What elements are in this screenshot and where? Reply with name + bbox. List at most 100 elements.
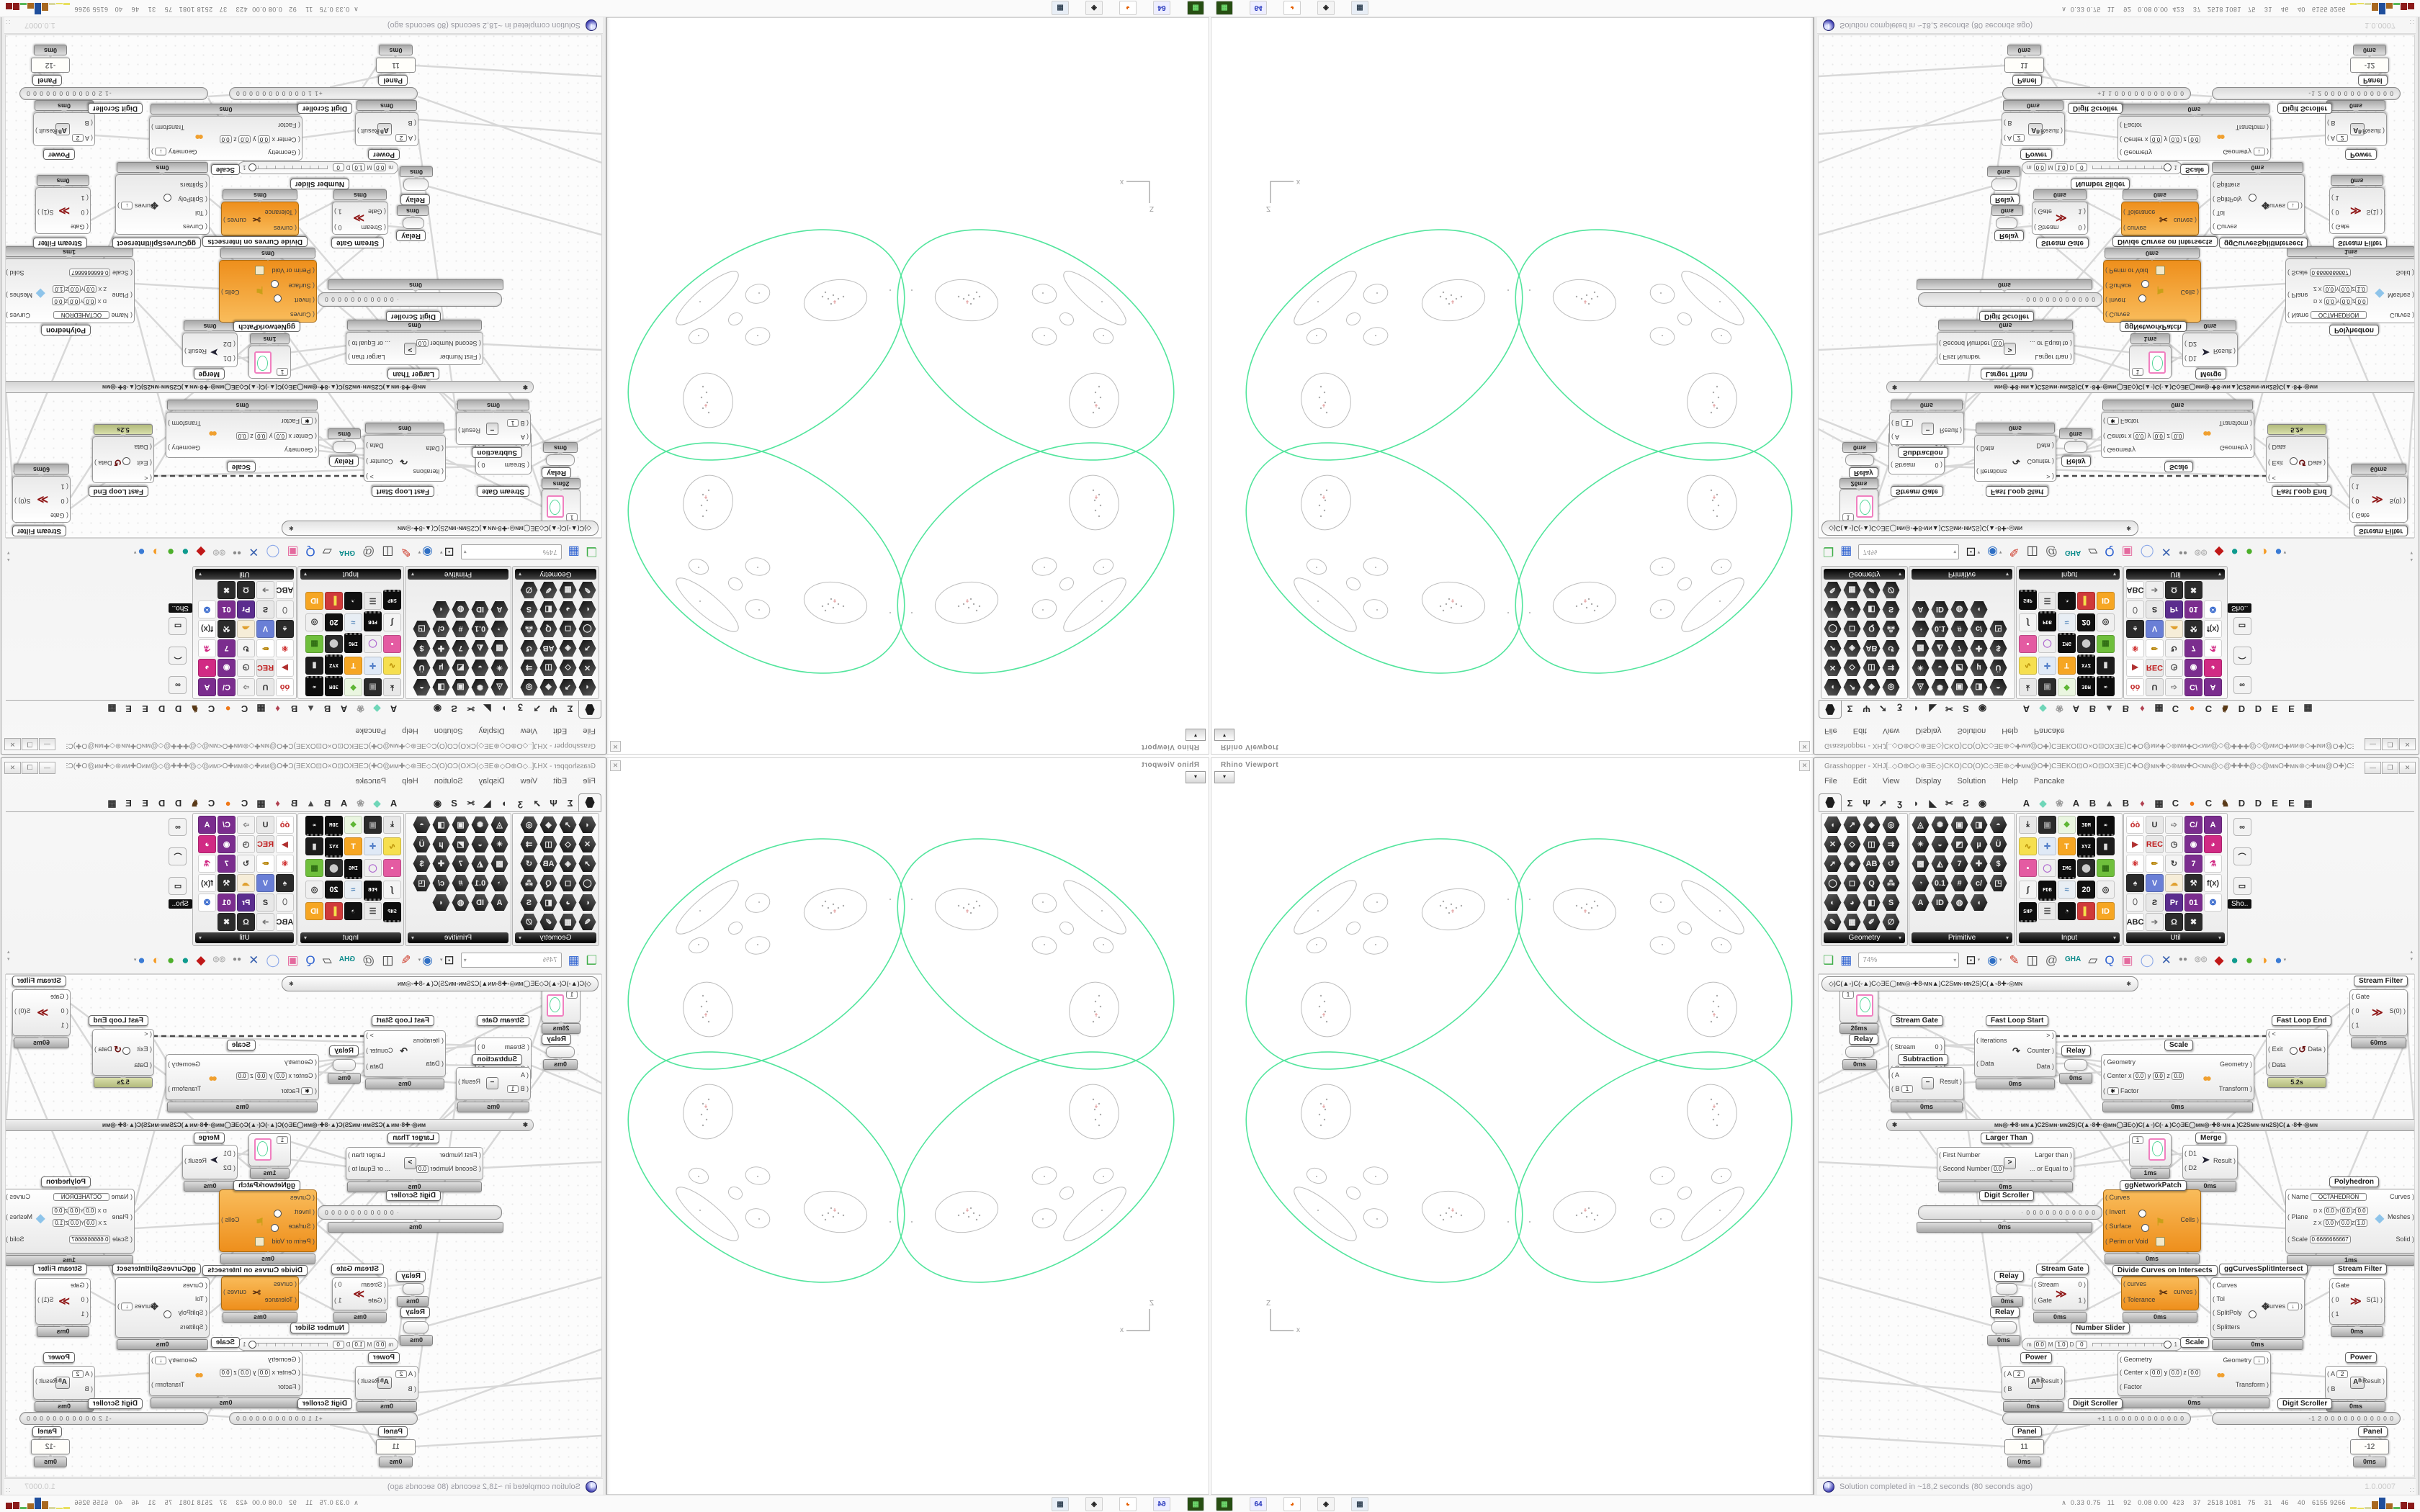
param-icon[interactable]: ◓ — [1989, 678, 2007, 696]
param-icon[interactable]: Ü — [1989, 836, 2007, 852]
node-tag-fast-loop-end[interactable]: Fast Loop End — [88, 486, 148, 497]
param-icon[interactable]: ID — [305, 902, 323, 920]
zoom-extents-icon[interactable]: ⊡ — [1966, 546, 1980, 559]
param-icon[interactable]: ♠ — [276, 874, 294, 892]
rings-icon[interactable]: ◎◎ — [212, 549, 225, 557]
param-icon[interactable]: ▌ — [2077, 592, 2095, 610]
tab-addon-a2[interactable]: A — [340, 798, 348, 809]
stream-gate-node[interactable]: Stream Gate 0 1 ≫ — [332, 202, 388, 235]
tab-intersect[interactable]: ✂ — [1945, 797, 1953, 809]
tab-maths[interactable]: Σ — [1847, 703, 1853, 714]
node-tag-scale[interactable]: Scale — [2180, 164, 2210, 175]
param-icon[interactable]: ◕ — [198, 835, 216, 853]
param-icon[interactable]: ◩ — [452, 659, 470, 677]
splitpoly-toggle[interactable] — [2249, 194, 2257, 202]
param-icon[interactable]: ◐ — [578, 894, 596, 912]
param-icon[interactable]: 20 — [2077, 613, 2095, 631]
param-icon[interactable]: ◖ — [1970, 600, 1988, 618]
param-icon[interactable]: ◕ — [559, 894, 577, 912]
tab-surface[interactable]: ◗ — [1913, 798, 1919, 809]
param-icon[interactable]: ↺ — [520, 639, 538, 657]
tab-addon-b2[interactable]: B — [290, 798, 298, 809]
param-icon[interactable]: ◷ — [2165, 659, 2183, 677]
ball-orange-icon[interactable]: ◑ — [152, 953, 160, 967]
exit-toggle[interactable] — [122, 457, 130, 465]
param-icon[interactable]: Ω — [2165, 581, 2183, 599]
tab-addon-b[interactable]: B — [2089, 798, 2097, 809]
node-tag-digit-scroller[interactable]: Digit Scroller — [2277, 1398, 2333, 1409]
node-tag-larger-than[interactable]: Larger Than — [387, 369, 439, 379]
param-icon[interactable]: ◕ — [2204, 659, 2222, 677]
param-icon[interactable]: ∿ — [2019, 657, 2037, 675]
param-icon[interactable]: ◔ — [490, 874, 508, 892]
param-icon[interactable]: REC — [2146, 659, 2164, 677]
param-icon[interactable]: A — [2204, 816, 2222, 834]
param-icon[interactable]: ID — [2097, 902, 2115, 920]
tab-addon-c[interactable]: C — [2172, 703, 2179, 714]
larger-than-node[interactable]: First Number Second Number 0.0 > Larger … — [1937, 332, 2074, 365]
node-tag-digit-scroller[interactable]: Digit Scroller — [2068, 103, 2123, 114]
node-tag-number-slider[interactable]: Number Slider — [290, 179, 349, 189]
tab-addon-grid[interactable]: ▦ — [256, 797, 266, 809]
param-icon[interactable]: ◔ — [1912, 875, 1930, 891]
split-curves-node[interactable]: curves Tolerance ✂ curves — [221, 1276, 299, 1310]
param-icon[interactable]: PDB — [364, 881, 382, 901]
param-icon[interactable]: ▣ — [1950, 678, 1968, 696]
param-icon[interactable]: ◻ — [559, 874, 577, 892]
tab-addon-bird[interactable]: ♞ — [2220, 703, 2230, 715]
curves-split-intersect-node[interactable]: Curves Tol SplitPoly Splitters ✥ Curves … — [115, 1277, 210, 1338]
ball-orange-icon[interactable]: ◑ — [2260, 953, 2268, 967]
param-icon[interactable]: ▶ — [2126, 659, 2144, 677]
node-tag-relay[interactable]: Relay — [1849, 1034, 1878, 1045]
param-icon[interactable]: A — [198, 816, 216, 834]
param-icon[interactable]: ◫ — [539, 835, 557, 853]
param-icon[interactable]: C/ — [2184, 678, 2202, 696]
panel-node[interactable]: -12 — [2350, 58, 2389, 73]
param-icon[interactable]: ◭ — [471, 639, 489, 657]
tab-curve[interactable]: ʒ — [1897, 703, 1902, 714]
digit-scroller-node[interactable]: -1 2 0 0 0 0 0 0 0 0 0 0 0 — [19, 87, 208, 100]
resize-grip[interactable]: ∷ — [5, 17, 11, 25]
panel-node[interactable]: -12 — [31, 1439, 70, 1454]
viewport-menu-button[interactable]: ▾ — [1186, 729, 1206, 741]
tab-sets[interactable]: Ψ — [550, 798, 557, 809]
tab-addon-b[interactable]: B — [323, 798, 331, 809]
power-node[interactable]: A 2 B Aᴮ Result — [355, 1366, 418, 1400]
stream-gate-node[interactable]: Stream Gate 0 1 ≫ — [332, 1277, 388, 1310]
menu-edit[interactable]: Edit — [1852, 777, 1867, 786]
win64-floppy-icon[interactable]: 64 — [1153, 1, 1170, 15]
tab-transform[interactable]: Ƨ — [1963, 798, 1969, 809]
param-icon[interactable]: ◯ — [578, 620, 596, 638]
tab-addon-a[interactable]: A — [2022, 798, 2030, 809]
param-icon[interactable]: 3DM — [325, 676, 343, 696]
relay-node[interactable] — [546, 454, 575, 466]
tab-mesh[interactable]: ◣ — [1929, 797, 1937, 809]
param-icon[interactable]: ▣ — [452, 816, 470, 834]
spheres-icon[interactable]: ●● — [233, 955, 242, 963]
param-icon[interactable]: ◉ — [218, 659, 236, 677]
subtraction-node[interactable]: A B 1 − Result — [1889, 1067, 1964, 1100]
perim-checkbox[interactable] — [2156, 266, 2165, 275]
ball-teal-icon[interactable]: ● — [2231, 545, 2238, 559]
param-icon[interactable]: ✏ — [2146, 639, 2164, 657]
node-tag-panel[interactable]: Panel — [378, 1426, 408, 1437]
palette-util-footer[interactable]: Util ▾ — [195, 569, 294, 580]
param-icon[interactable]: ◨ — [1970, 678, 1988, 696]
curves-split-intersect-node[interactable]: Curves Tol SplitPoly Splitters ✥ Curves … — [2210, 1277, 2305, 1338]
package-icon[interactable]: ▣ — [2121, 953, 2133, 967]
param-icon[interactable]: ◖ — [432, 600, 450, 618]
menu-display[interactable]: Display — [1915, 777, 1942, 786]
param-icon[interactable]: ⤓ — [2019, 678, 2037, 696]
param-icon[interactable]: 7 — [218, 855, 236, 873]
param-icon[interactable]: Ω — [237, 581, 255, 599]
win64-floppy-icon[interactable]: 64 — [1153, 1497, 1170, 1511]
menu-pancake[interactable]: Pancake — [355, 726, 387, 735]
param-icon[interactable]: ✖ — [2184, 913, 2202, 931]
tab-intersect[interactable]: ✂ — [467, 797, 475, 809]
param-icon[interactable]: ▪ — [383, 635, 401, 653]
param-icon[interactable]: 7 — [218, 639, 236, 657]
param-icon[interactable]: A — [2204, 678, 2222, 696]
goggles-icon[interactable]: ∞ — [169, 818, 187, 836]
slider-track[interactable] — [248, 163, 328, 172]
